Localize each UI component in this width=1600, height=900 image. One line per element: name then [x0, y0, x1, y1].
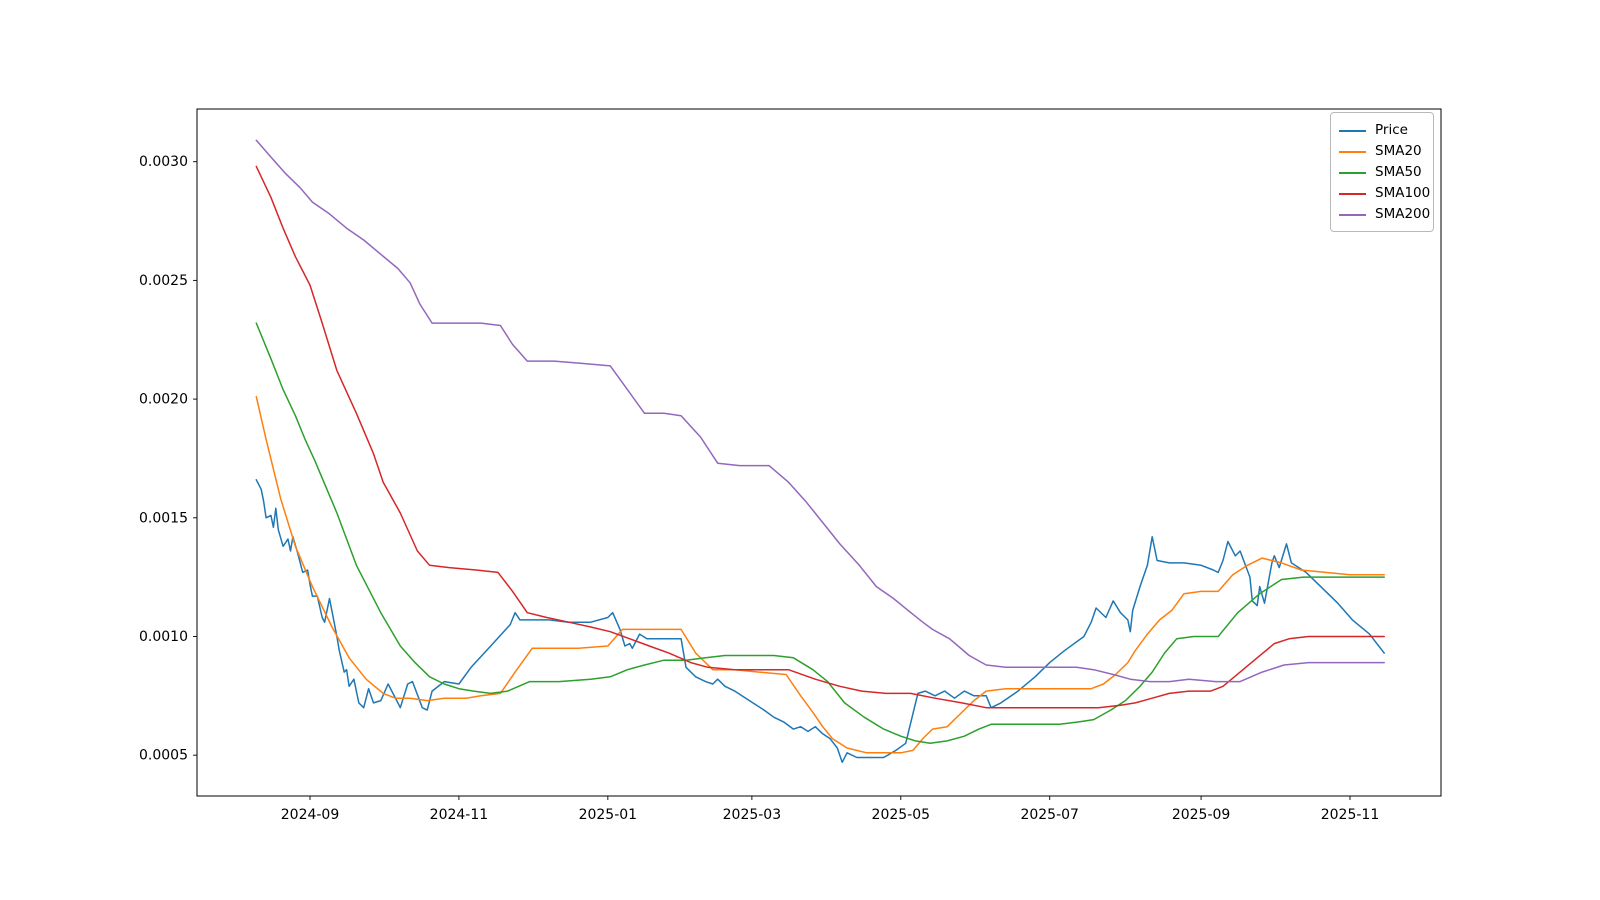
legend-line-sample-sma20 — [1339, 150, 1366, 153]
x-tick-label: 2024-09 — [281, 807, 340, 823]
series-line-price — [255, 479, 1385, 764]
legend-item-label: SMA200 — [1375, 206, 1431, 222]
legend-line-sample-price — [1339, 129, 1366, 132]
legend-item-label: Price — [1375, 122, 1408, 138]
x-tick-label: 2025-07 — [1020, 807, 1079, 823]
y-tick-label: 0.0025 — [139, 273, 188, 289]
legend-item-sma20: SMA20 — [1339, 141, 1425, 162]
legend-line-sample-sma50 — [1339, 171, 1366, 174]
y-tick-label: 0.0030 — [139, 154, 188, 170]
legend-item-sma100: SMA100 — [1339, 183, 1430, 204]
legend-item-label: SMA20 — [1375, 143, 1422, 159]
x-tick-label: 2025-09 — [1172, 807, 1231, 823]
y-tick-label: 0.0015 — [139, 510, 188, 526]
x-tick-label: 2025-05 — [872, 807, 931, 823]
legend-line-sample-sma100 — [1339, 192, 1366, 195]
x-tick-label: 2025-03 — [723, 807, 782, 823]
legend-item-sma200: SMA200 — [1339, 204, 1430, 225]
series-line-sma200 — [255, 139, 1385, 683]
x-tick-label: 2024-11 — [430, 807, 489, 823]
y-tick-label: 0.0020 — [139, 392, 188, 408]
series-line-sma50 — [255, 322, 1385, 745]
legend-item-label: SMA50 — [1375, 164, 1422, 180]
series-line-sma20 — [255, 395, 1385, 754]
legend-item-label: SMA100 — [1375, 185, 1431, 201]
x-tick-label: 2025-01 — [579, 807, 638, 823]
legend: Price SMA20 SMA50 SMA100 SMA200 — [1330, 112, 1434, 232]
y-tick-label: 0.0005 — [139, 748, 188, 764]
legend-item-sma50: SMA50 — [1339, 162, 1425, 183]
x-tick-label: 2025-11 — [1321, 807, 1380, 823]
plot-border — [196, 108, 1442, 797]
series-line-sma100 — [255, 165, 1385, 709]
legend-line-sample-sma200 — [1339, 213, 1366, 216]
y-tick-label: 0.0010 — [139, 629, 188, 645]
legend-item-price: Price — [1339, 120, 1425, 141]
